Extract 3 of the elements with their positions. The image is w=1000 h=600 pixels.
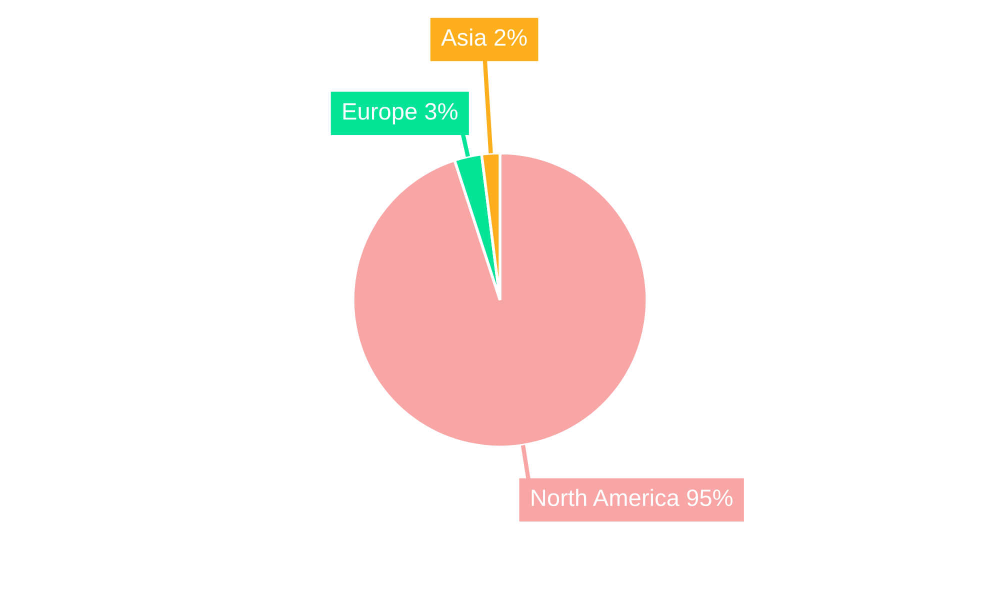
slice-label: North America 95%	[532, 488, 732, 506]
slice-label: Europe 3%	[343, 103, 458, 124]
slice-label: Asia 2%	[441, 28, 527, 46]
